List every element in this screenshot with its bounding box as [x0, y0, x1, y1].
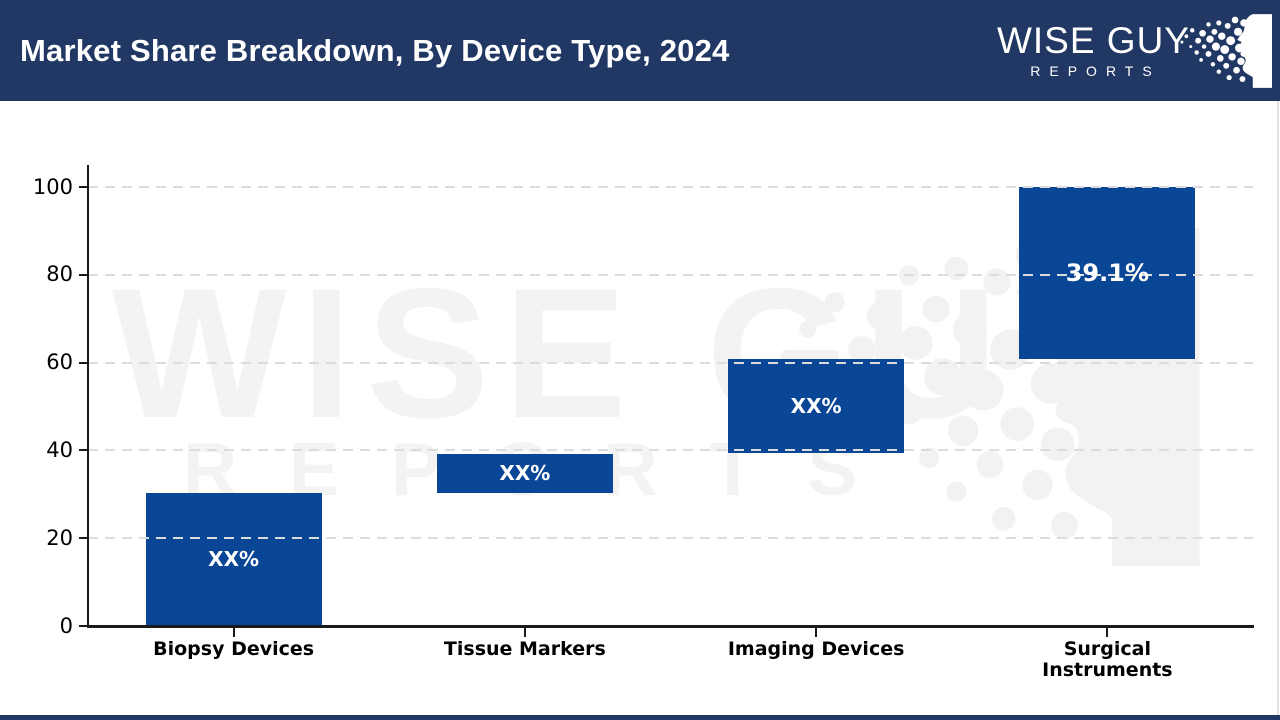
- y-tick-label-60: 60: [46, 350, 73, 375]
- y-tick-label-40: 40: [46, 437, 73, 462]
- x-axis-spine: [87, 625, 1254, 628]
- y-axis-spine: [87, 165, 89, 627]
- y-tick-60: [79, 361, 88, 364]
- bar-imaging-devices: [728, 358, 905, 454]
- y-tick-100: [79, 186, 88, 188]
- figure-right-border: [1277, 101, 1279, 716]
- y-tick-0: [79, 625, 88, 627]
- x-tick-label-biopsy-devices: Biopsy Devices: [153, 638, 315, 660]
- gridline-60: [88, 361, 1253, 364]
- bar-label-biopsy-devices: XX%: [208, 547, 260, 572]
- footer-bar: [0, 715, 1280, 720]
- chart-title: Market Share Breakdown, By Device Type, …: [20, 32, 730, 68]
- x-tick-tissue-markers: [523, 628, 526, 637]
- logo-wordmark-line1: WISE GUY: [996, 20, 1190, 61]
- gridline-80: [88, 273, 1253, 276]
- gridline-40: [88, 449, 1253, 452]
- gridline-20: [88, 537, 1253, 540]
- bar-label-surgical-instruments: 39.1%: [1065, 258, 1149, 287]
- bar-tissue-markers: [436, 454, 613, 493]
- y-tick-label-20: 20: [46, 525, 73, 550]
- bar-label-imaging-devices: XX%: [790, 393, 842, 418]
- bar-label-tissue-markers: XX%: [499, 461, 551, 486]
- header: Market Share Breakdown, By Device Type, …: [0, 0, 1280, 101]
- x-tick-label-surgical-instruments: Surgical Instruments: [1042, 638, 1173, 681]
- x-tick-biopsy-devices: [232, 628, 235, 637]
- bar-surgical-instruments: [1019, 187, 1196, 359]
- y-tick-label-0: 0: [59, 613, 73, 638]
- logo-wordmark: WISE GUY REPORTS: [997, 22, 1190, 79]
- bar-biopsy-devices: [145, 492, 322, 626]
- x-tick-surgical-instruments: [1106, 628, 1109, 637]
- wiseguy-logo: WISE GUY REPORTS: [997, 0, 1272, 101]
- x-tick-label-imaging-devices: Imaging Devices: [727, 638, 905, 660]
- y-tick-label-80: 80: [46, 262, 73, 287]
- x-tick-imaging-devices: [815, 628, 818, 637]
- logo-wordmark-line2: REPORTS: [1030, 63, 1161, 79]
- x-tick-label-tissue-markers: Tissue Markers: [443, 638, 606, 660]
- y-tick-label-100: 100: [32, 174, 73, 199]
- y-tick-80: [79, 273, 88, 276]
- y-tick-20: [79, 537, 88, 540]
- y-tick-40: [79, 449, 88, 452]
- gridline-100: [88, 186, 1253, 188]
